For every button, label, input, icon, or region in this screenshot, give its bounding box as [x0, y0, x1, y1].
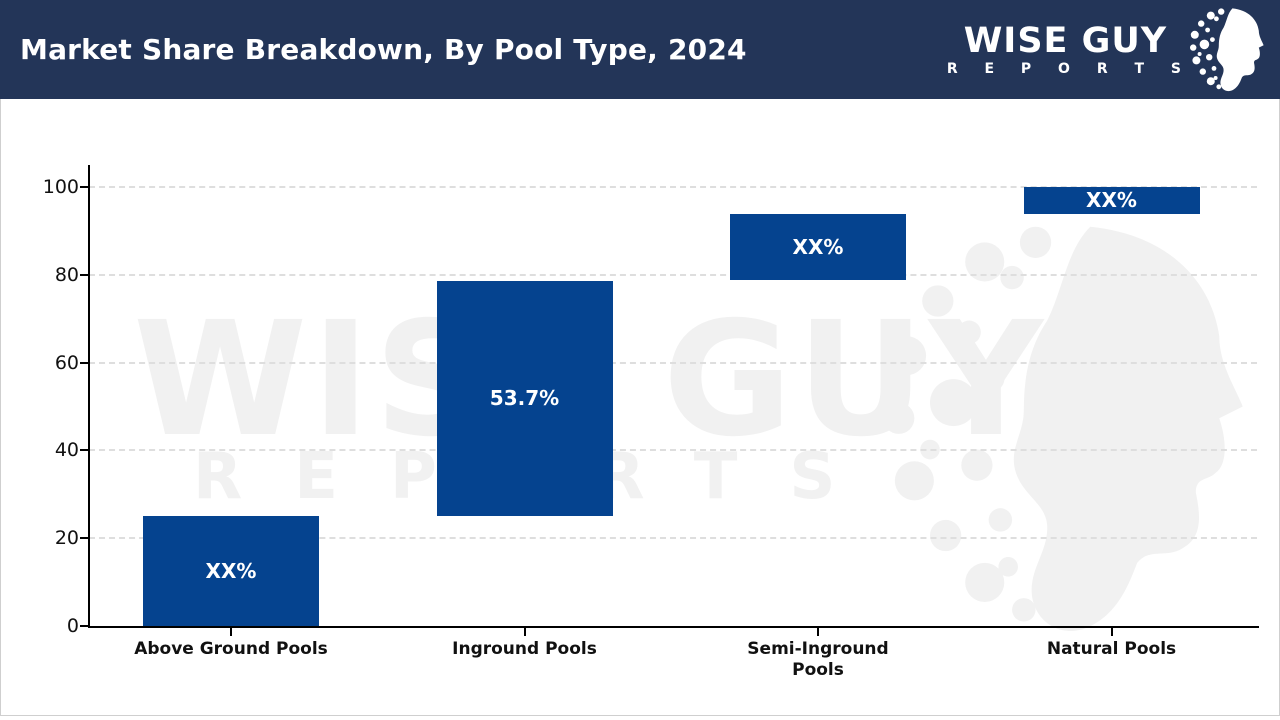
wiseguy-logo-name: WISE GUY	[963, 21, 1168, 62]
y-tick-label-80: 80	[54, 263, 79, 286]
y-tick-label-0: 0	[66, 615, 79, 637]
gridline-80	[89, 273, 1257, 276]
wiseguy-logo: WISE GUY R E P O R T S	[939, 8, 1266, 92]
bar-segment: 53.7%	[436, 280, 613, 517]
y-tick-label-20: 20	[54, 527, 79, 550]
gridline-100	[89, 186, 1257, 188]
header-bar: Market Share Breakdown, By Pool Type, 20…	[0, 0, 1280, 99]
y-tick-80	[80, 273, 88, 276]
x-tick	[1110, 628, 1113, 636]
y-tick-label-40: 40	[54, 439, 79, 462]
wiseguy-logo-text: WISE GUY R E P O R T S	[939, 23, 1192, 77]
wiseguy-head-icon	[1190, 8, 1264, 92]
x-category-label: Inground Pools	[452, 639, 597, 659]
gridline-20	[89, 537, 1257, 540]
bar-value-label: 53.7%	[489, 386, 560, 411]
y-tick-0	[80, 625, 88, 627]
x-category-label: Semi-Inground Pools	[747, 639, 889, 681]
y-tick-40	[80, 449, 88, 452]
gridline-60	[89, 361, 1257, 364]
x-tick	[230, 628, 232, 636]
y-tick-label-100: 100	[42, 176, 79, 198]
bar-value-label: XX%	[792, 235, 844, 260]
y-tick-20	[80, 537, 88, 540]
chart-title: Market Share Breakdown, By Pool Type, 20…	[20, 33, 747, 66]
x-category-label: Natural Pools	[1046, 639, 1177, 659]
bar-segment: XX%	[143, 516, 319, 626]
x-axis-line	[88, 626, 1259, 628]
watermark-head-icon	[883, 226, 1243, 631]
y-tick-100	[80, 186, 88, 188]
bar-value-label: XX%	[1086, 188, 1137, 213]
y-tick-60	[80, 361, 88, 364]
wiseguy-logo-sub: R E P O R T S	[946, 60, 1192, 77]
gridline-40	[89, 449, 1257, 452]
bar-segment: XX%	[730, 213, 906, 281]
bar-value-label: XX%	[205, 559, 257, 584]
x-tick	[523, 628, 526, 636]
bar-segment: XX%	[1023, 187, 1200, 214]
y-axis-line	[88, 165, 90, 628]
x-tick	[817, 628, 819, 636]
x-category-label: Above Ground Pools	[134, 639, 328, 659]
y-tick-label-60: 60	[54, 351, 79, 374]
